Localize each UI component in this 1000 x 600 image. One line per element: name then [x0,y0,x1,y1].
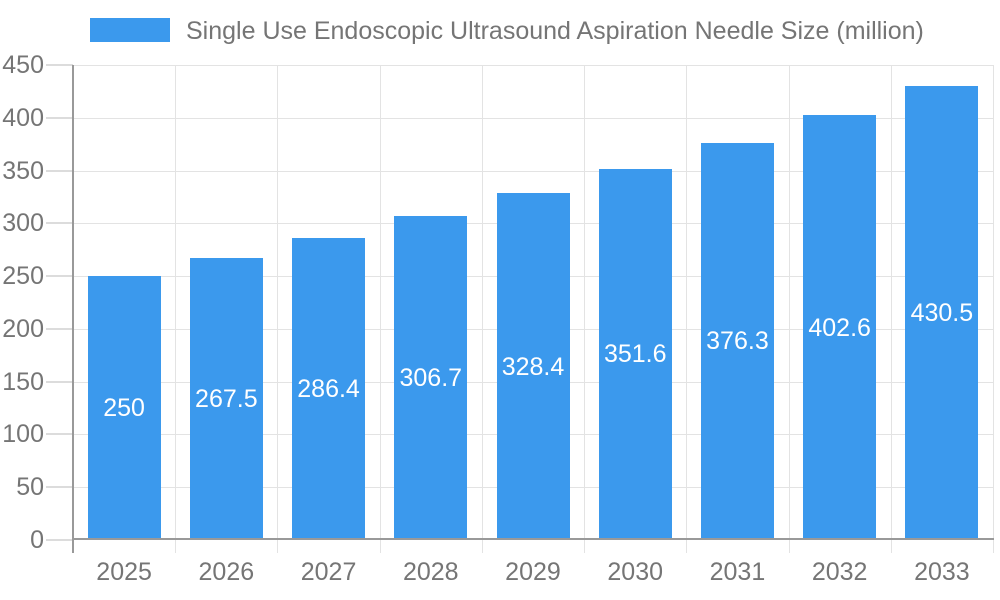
gridline-vertical [481,65,483,553]
gridline-vertical [686,65,688,553]
y-tick-label: 200 [2,314,44,343]
y-axis-tick [46,380,73,383]
y-tick-label: 300 [2,209,44,238]
legend-label[interactable]: Single Use Endoscopic Ultrasound Aspirat… [186,17,924,45]
y-axis-tick [46,222,73,225]
gridline-horizontal [73,65,993,66]
y-axis-tick [46,433,73,436]
bar-2033[interactable] [905,85,979,538]
x-tick-label: 2025 [96,558,152,586]
bar-2028[interactable] [394,216,468,538]
gridline-vertical [993,65,994,553]
y-axis-line [72,65,74,553]
bar-2026[interactable] [189,257,263,538]
bar-2032[interactable] [803,115,877,538]
y-axis-tick [46,169,73,172]
x-tick-label: 2030 [607,558,664,586]
x-tick-label: 2031 [709,558,766,586]
y-axis-tick [46,327,73,330]
y-tick-label: 0 [30,526,44,554]
y-tick-label: 150 [2,367,44,396]
bar-value-label: 376.3 [706,327,769,356]
gridline-horizontal [73,170,993,172]
bar-2030[interactable] [598,168,672,538]
x-tick-label: 2026 [198,558,255,586]
y-axis-tick [46,116,73,119]
bar-value-label: 250 [103,394,145,423]
x-tick-label: 2029 [505,558,561,586]
bar-value-label: 306.7 [399,364,463,393]
bar-value-label: 286.4 [297,374,360,403]
bar-value-label: 328.4 [501,352,565,381]
y-tick-label: 250 [2,262,44,291]
gridline-vertical [890,65,892,553]
bar-value-label: 267.5 [195,384,258,413]
bar-2031[interactable] [700,142,774,538]
y-axis-tick [46,275,73,278]
bar-value-label: 402.6 [808,313,871,342]
gridline-vertical [788,65,790,553]
y-tick-label: 450 [2,51,44,79]
bar-2027[interactable] [292,237,366,538]
y-tick-label: 350 [2,156,44,185]
x-tick-label: 2033 [914,558,970,586]
bar-2025[interactable] [87,276,161,538]
bar-value-label: 430.5 [910,298,974,327]
y-axis-tick [46,64,73,66]
y-axis-tick [46,486,73,489]
y-axis-tick [46,539,73,541]
gridline-vertical [379,65,381,553]
bar-2029[interactable] [496,193,570,538]
gridline-horizontal [73,117,993,119]
y-tick-label: 400 [2,103,44,132]
gridline-vertical [175,65,177,553]
y-tick-label: 100 [2,420,44,449]
y-tick-label: 50 [16,473,44,502]
x-tick-label: 2027 [300,558,357,586]
gridline-vertical [584,65,586,553]
legend-swatch[interactable] [90,18,170,42]
x-tick-label: 2028 [402,558,459,586]
gridline-vertical [277,65,279,553]
x-tick-label: 2032 [811,558,868,586]
x-axis-line [72,538,994,540]
bar-value-label: 351.6 [603,340,667,369]
